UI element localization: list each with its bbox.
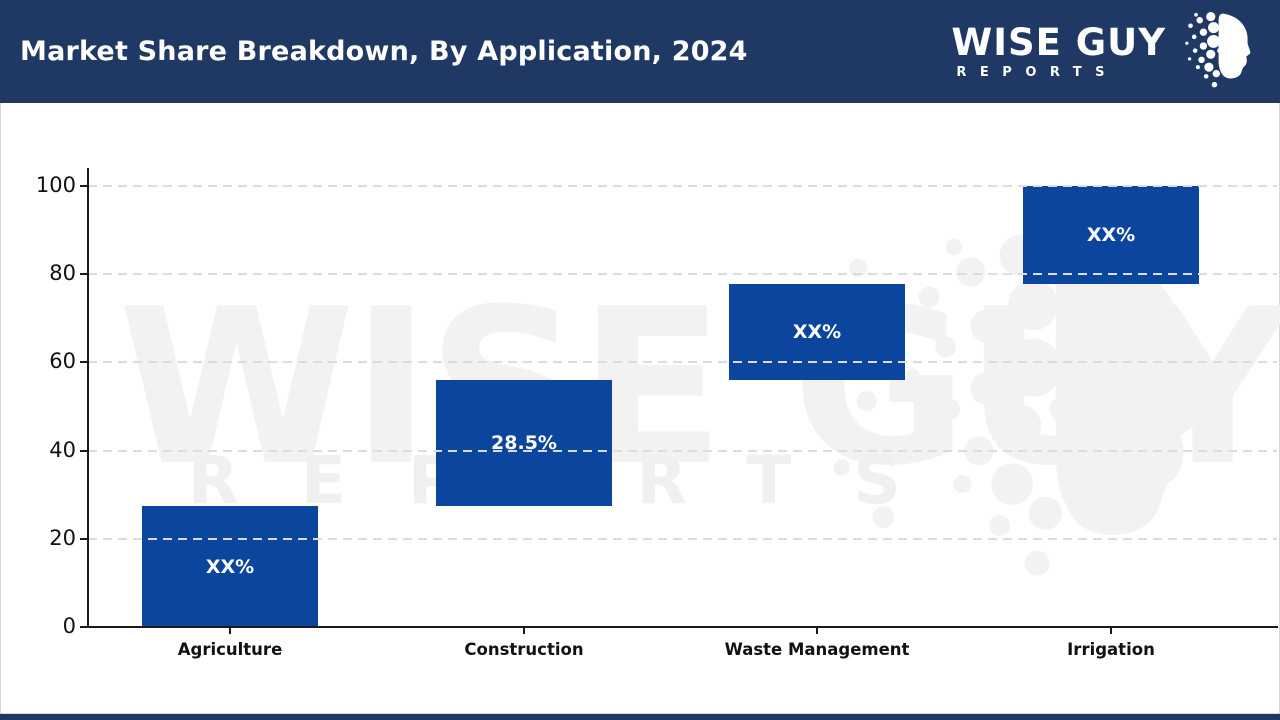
x-category-label: Construction (464, 640, 584, 659)
y-tick-mark (80, 449, 88, 452)
bar-value-label: XX% (205, 555, 255, 578)
bar-value-label: XX% (1086, 223, 1136, 246)
y-tick-label: 20 (49, 525, 76, 550)
bar-value-label: 28.5% (491, 432, 557, 455)
logo-wordmark: WISE GUY (951, 20, 1166, 64)
header-bar: Market Share Breakdown, By Application, … (0, 0, 1280, 103)
logo-text: WISE GUY REPORTS (951, 24, 1166, 80)
y-tick-label: 40 (49, 437, 76, 462)
x-tick-mark (1110, 628, 1112, 634)
x-tick-mark (523, 628, 525, 634)
y-tick-mark (80, 273, 88, 276)
gridline-40 (88, 449, 1277, 452)
y-tick-label: 80 (49, 261, 76, 286)
y-tick-label: 60 (49, 349, 76, 374)
dotted-head-icon (1185, 11, 1251, 87)
page-title: Market Share Breakdown, By Application, … (20, 36, 748, 67)
bar-value-label: XX% (792, 321, 842, 344)
bar-agriculture: XX% (142, 506, 318, 627)
wise-guy-reports-logo: WISE GUY REPORTS (951, 8, 1254, 96)
gridline-20 (88, 537, 1277, 540)
bar-waste-management: XX% (729, 283, 905, 381)
y-tick-mark (80, 626, 88, 628)
bar-construction: 28.5% (436, 380, 612, 507)
bar-irrigation: XX% (1023, 186, 1199, 284)
x-tick-mark (229, 628, 231, 634)
x-category-label: Irrigation (1067, 640, 1155, 659)
gridline-60 (88, 361, 1277, 364)
gridline-100 (88, 185, 1277, 187)
y-tick-label: 0 (62, 614, 76, 638)
y-tick-mark (80, 537, 88, 540)
x-tick-mark (816, 628, 818, 634)
gridline-80 (88, 273, 1277, 276)
x-axis-line (87, 626, 1278, 628)
y-tick-mark (80, 361, 88, 364)
footer-accent-bar (0, 714, 1280, 720)
x-category-label: Waste Management (724, 640, 910, 659)
y-tick-label: 100 (35, 173, 76, 197)
y-axis-line (87, 168, 89, 628)
y-tick-mark (80, 185, 88, 187)
logo-subtitle: REPORTS (956, 64, 1119, 80)
x-category-label: Agriculture (177, 640, 283, 659)
